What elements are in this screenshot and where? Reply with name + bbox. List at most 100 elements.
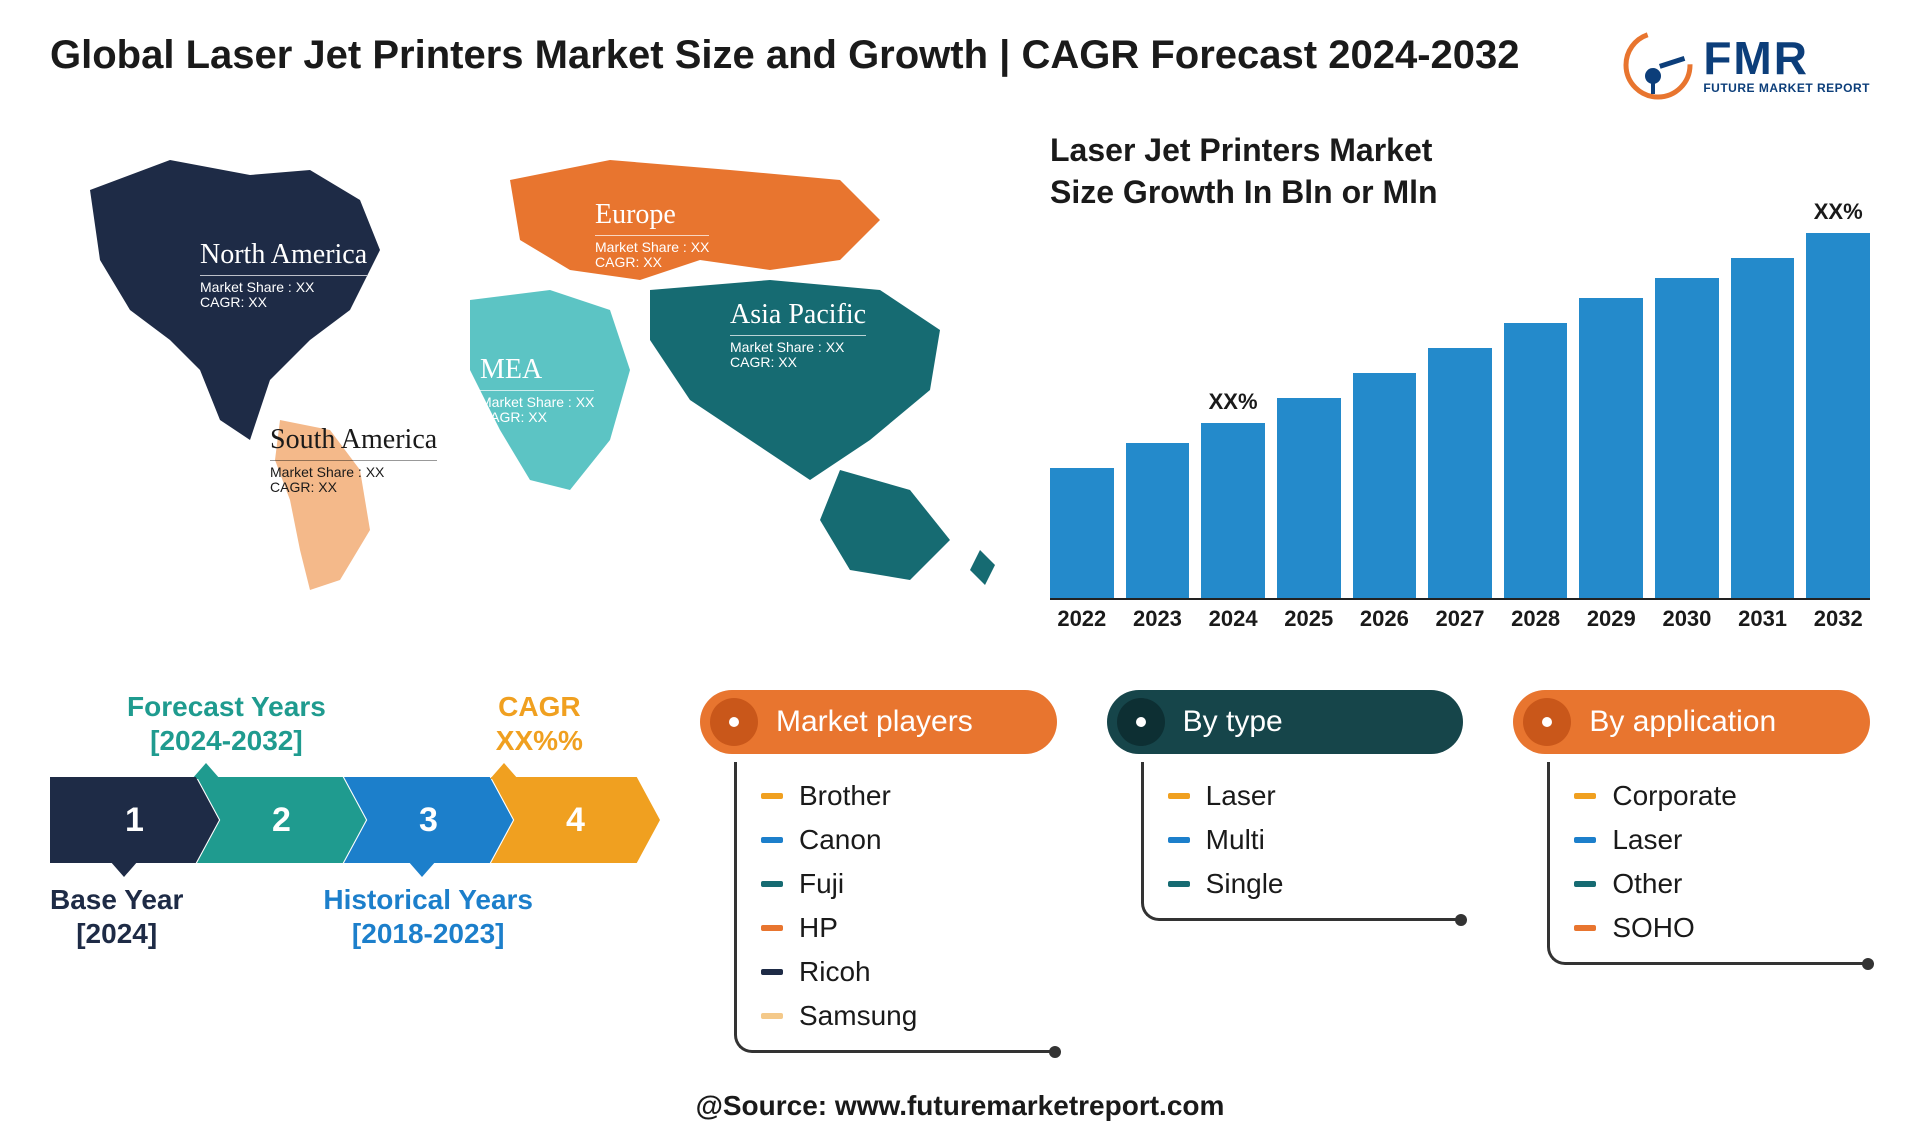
bar-column: 2022 xyxy=(1050,468,1114,598)
list-item: Laser xyxy=(1168,780,1444,812)
source-attribution: @Source: www.futuremarketreport.com xyxy=(0,1090,1920,1122)
list-item-label: Laser xyxy=(1206,780,1276,812)
bar-year-label: 2029 xyxy=(1587,606,1636,632)
list-item-label: SOHO xyxy=(1612,912,1694,944)
bar-year-label: 2022 xyxy=(1057,606,1106,632)
list-item: Samsung xyxy=(761,1000,1037,1032)
bar-column: 2028 xyxy=(1504,323,1568,598)
timeline-step-number: 4 xyxy=(566,801,585,840)
list-item: Fuji xyxy=(761,868,1037,900)
list-item-label: Multi xyxy=(1206,824,1265,856)
timeline-step: 2 xyxy=(197,777,366,863)
bar xyxy=(1504,323,1568,598)
bar-year-label: 2026 xyxy=(1360,606,1409,632)
list-item: HP xyxy=(761,912,1037,944)
timeline-chevron-bar: 1 2 3 4 xyxy=(50,777,660,863)
region-label-sa: South America Market Share : XX CAGR: XX xyxy=(270,425,437,496)
bar-column: 2027 xyxy=(1428,348,1492,598)
timeline-step: 3 xyxy=(344,777,513,863)
bar xyxy=(1428,348,1492,598)
fmr-logo-icon xyxy=(1623,30,1693,100)
market-size-bar-chart: Laser Jet Printers Market Size Growth In… xyxy=(1050,130,1870,600)
chart-title: Laser Jet Printers Market Size Growth In… xyxy=(1050,130,1490,213)
fmr-logo: FMR FUTURE MARKET REPORT xyxy=(1623,30,1870,100)
bar xyxy=(1655,278,1719,598)
forecast-years-label: Forecast Years [2024-2032] xyxy=(127,690,326,757)
by-application-card: By application Corporate Laser Other SOHO xyxy=(1513,690,1870,1053)
list-item: Single xyxy=(1168,868,1444,900)
list-item: Ricoh xyxy=(761,956,1037,988)
bar xyxy=(1731,258,1795,598)
logo-text-fmr: FMR xyxy=(1703,35,1870,81)
list-item: Brother xyxy=(761,780,1037,812)
bar xyxy=(1126,443,1190,598)
bar xyxy=(1201,423,1265,598)
cagr-label: CAGR XX%% xyxy=(496,690,583,757)
bar-year-label: 2027 xyxy=(1436,606,1485,632)
list-item-label: HP xyxy=(799,912,838,944)
list-item: Corporate xyxy=(1574,780,1850,812)
bar-year-label: 2032 xyxy=(1814,606,1863,632)
bar xyxy=(1806,233,1870,598)
list-item: Multi xyxy=(1168,824,1444,856)
dash-icon xyxy=(1574,793,1596,799)
logo-text-sub: FUTURE MARKET REPORT xyxy=(1703,81,1870,95)
bar xyxy=(1050,468,1114,598)
by-type-card: By type Laser Multi Single xyxy=(1107,690,1464,1053)
region-label-eu: Europe Market Share : XX CAGR: XX xyxy=(595,200,709,271)
timeline-step-number: 1 xyxy=(125,801,144,840)
dash-icon xyxy=(761,925,783,931)
list-item: Laser xyxy=(1574,824,1850,856)
list-item-label: Single xyxy=(1206,868,1284,900)
list-item-label: Corporate xyxy=(1612,780,1737,812)
list-item-label: Samsung xyxy=(799,1000,917,1032)
list-item-label: Canon xyxy=(799,824,882,856)
dash-icon xyxy=(761,969,783,975)
dash-icon xyxy=(761,881,783,887)
list-item: SOHO xyxy=(1574,912,1850,944)
dash-icon xyxy=(1574,837,1596,843)
bar-year-label: 2031 xyxy=(1738,606,1787,632)
page-title: Global Laser Jet Printers Market Size an… xyxy=(50,30,1520,80)
region-label-ap: Asia Pacific Market Share : XX CAGR: XX xyxy=(730,300,866,371)
world-map: North America Market Share : XX CAGR: XX… xyxy=(50,130,1010,600)
bar-year-label: 2024 xyxy=(1209,606,1258,632)
list-item-label: Brother xyxy=(799,780,891,812)
bar-year-label: 2023 xyxy=(1133,606,1182,632)
bar xyxy=(1277,398,1341,598)
bar-year-label: 2030 xyxy=(1662,606,1711,632)
bar-column: 2025 xyxy=(1277,398,1341,598)
timeline-step: 4 xyxy=(491,777,660,863)
list-item-label: Fuji xyxy=(799,868,844,900)
historical-years-label: Historical Years [2018-2023] xyxy=(323,883,533,950)
list-item-label: Other xyxy=(1612,868,1682,900)
pill-dot-icon xyxy=(710,698,758,746)
bar xyxy=(1579,298,1643,598)
dash-icon xyxy=(761,837,783,843)
timeline-step-number: 3 xyxy=(419,801,438,840)
bar-column: 2026 xyxy=(1353,373,1417,598)
by-type-pill: By type xyxy=(1107,690,1464,754)
by-application-pill: By application xyxy=(1513,690,1870,754)
dash-icon xyxy=(761,793,783,799)
list-item-label: Ricoh xyxy=(799,956,871,988)
timeline-step: 1 xyxy=(50,777,219,863)
dash-icon xyxy=(1168,881,1190,887)
bar-annotation: XX% xyxy=(1209,389,1258,415)
bar-column: 2031 xyxy=(1731,258,1795,598)
list-item: Other xyxy=(1574,868,1850,900)
base-year-label: Base Year [2024] xyxy=(50,883,183,950)
bar-column: 2029 xyxy=(1579,298,1643,598)
bar-column: 2030 xyxy=(1655,278,1719,598)
dash-icon xyxy=(1574,881,1596,887)
bar-annotation: XX% xyxy=(1814,199,1863,225)
triangle-down-icon xyxy=(408,861,436,877)
bar-column: 2023 xyxy=(1126,443,1190,598)
market-players-card: Market players BrotherCanonFujiHPRicohSa… xyxy=(700,690,1057,1053)
triangle-down-icon xyxy=(110,861,138,877)
dash-icon xyxy=(761,1013,783,1019)
region-label-na: North America Market Share : XX CAGR: XX xyxy=(200,240,367,311)
timeline-step-number: 2 xyxy=(272,801,291,840)
region-label-mea: MEA Market Share : XX CAGR: XX xyxy=(480,355,594,426)
bar-year-label: 2025 xyxy=(1284,606,1333,632)
